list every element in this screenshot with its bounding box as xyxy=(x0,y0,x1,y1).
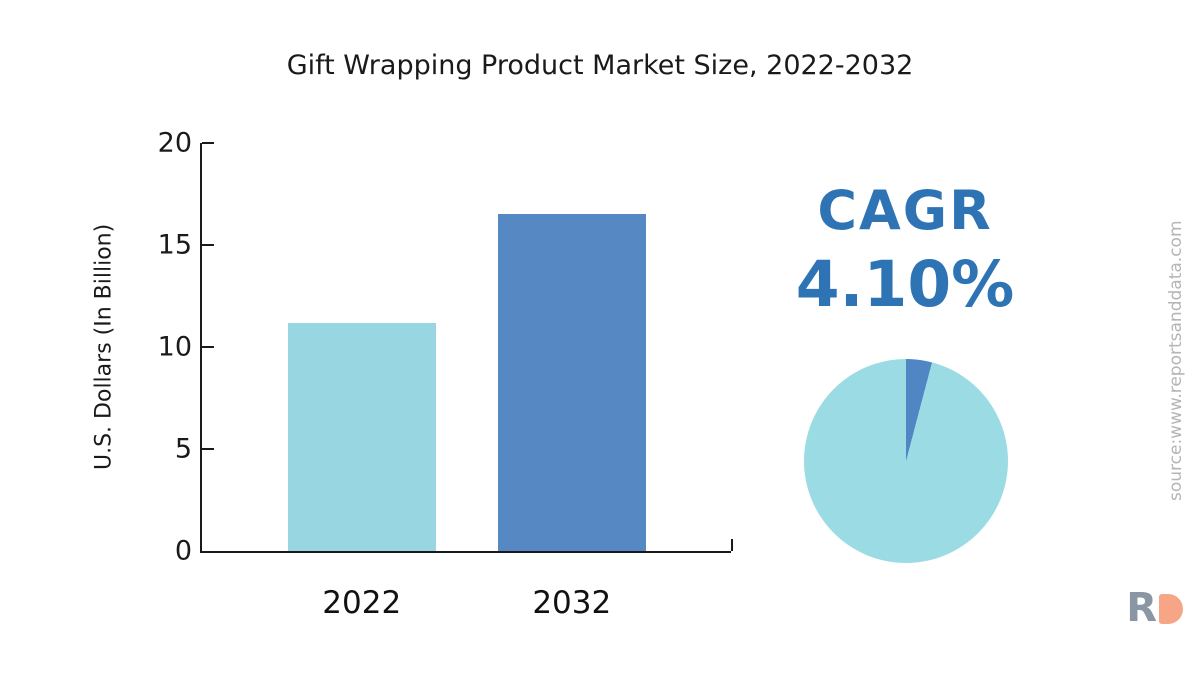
y-tick-label: 10 xyxy=(157,331,192,363)
brand-logo: R xyxy=(1126,584,1183,631)
bar-plot: 0 5 10 15 20 2022 2032 xyxy=(158,128,733,621)
source-watermark: source:www.reportsanddata.com xyxy=(1166,220,1186,502)
y-axis-label: U.S. Dollars (In Billion) xyxy=(91,223,117,471)
x-category-label: 2022 xyxy=(322,585,402,621)
x-axis-end-tick xyxy=(731,539,733,551)
cagr-block: CAGR 4.10% xyxy=(785,179,1025,321)
cagr-value: 4.10% xyxy=(795,248,1015,321)
x-category-label: 2032 xyxy=(532,585,612,621)
logo-letter-r: R xyxy=(1126,584,1157,631)
y-tick-mark xyxy=(202,244,214,246)
chart-title: Gift Wrapping Product Market Size, 2022-… xyxy=(286,50,914,81)
bar-2022 xyxy=(287,322,436,551)
y-tick-mark xyxy=(202,142,214,144)
logo-mark-d xyxy=(1159,593,1183,624)
pie-chart xyxy=(804,359,1008,563)
cagr-label: CAGR xyxy=(817,179,993,242)
y-tick-mark xyxy=(202,448,214,450)
bar-2032 xyxy=(497,214,646,551)
y-tick-label: 20 xyxy=(157,127,192,159)
y-tick-label: 15 xyxy=(157,229,192,261)
y-tick-mark xyxy=(202,346,214,348)
y-tick-label: 5 xyxy=(174,433,192,465)
y-tick-label: 0 xyxy=(174,535,192,567)
